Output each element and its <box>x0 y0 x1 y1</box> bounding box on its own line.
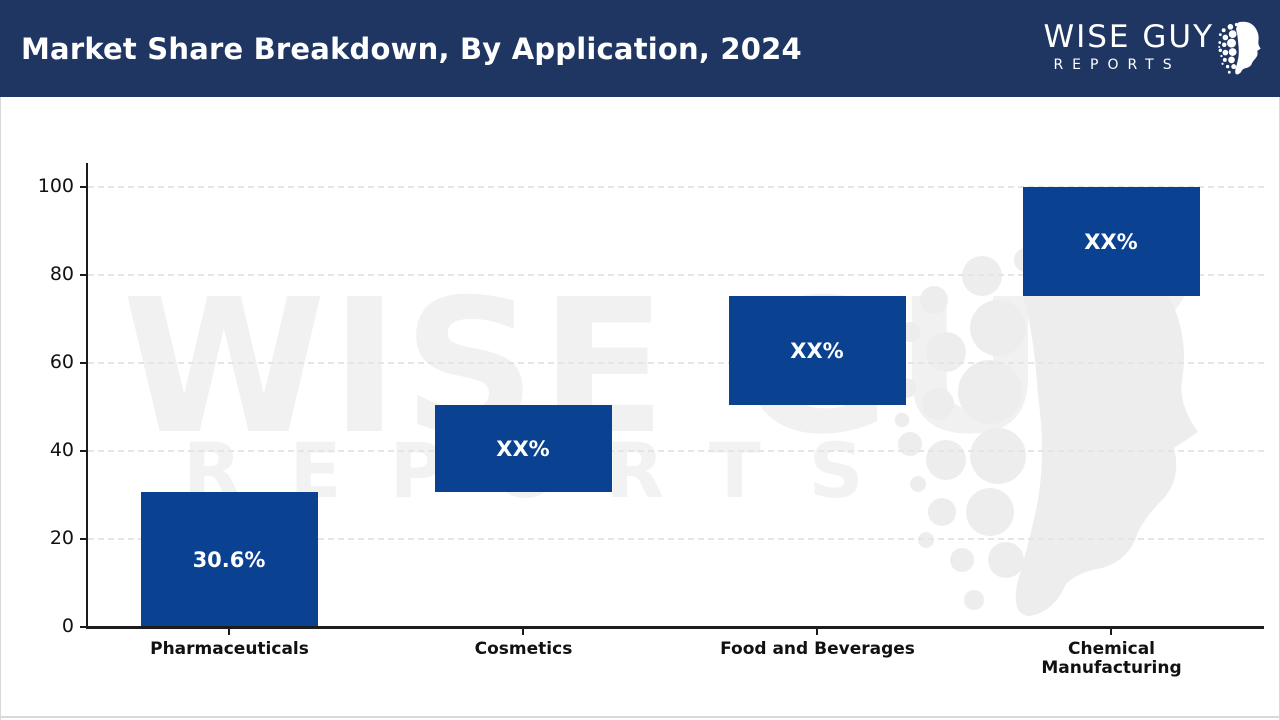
y-tick-label-20: 20 <box>49 527 74 550</box>
logo-line2: REPORTS <box>1053 57 1181 73</box>
y-tick-label-60: 60 <box>49 351 74 374</box>
y-tick-label-80: 80 <box>49 263 74 286</box>
bar-food-and-beverages: XX% <box>728 296 906 406</box>
gridline-40 <box>88 450 1264 453</box>
bottom-border <box>0 716 1280 718</box>
x-category-label-3: Chemical Manufacturing <box>1041 639 1182 678</box>
y-tickmark-80 <box>80 274 88 277</box>
y-tickmark-60 <box>80 362 88 365</box>
bar-pharmaceuticals: 30.6% <box>140 492 318 627</box>
y-tick-label-0: 0 <box>61 615 74 637</box>
x-category-label-2: Food and Beverages <box>720 639 915 659</box>
bar-value-label: 30.6% <box>192 547 266 572</box>
logo-wordmark: WISE GUY REPORTS <box>1043 19 1214 73</box>
header: Market Share Breakdown, By Application, … <box>0 0 1280 97</box>
bar-value-label: XX% <box>1084 229 1138 254</box>
gridline-20 <box>88 538 1264 541</box>
y-tickmark-40 <box>80 450 88 453</box>
y-tickmark-20 <box>80 538 88 541</box>
watermark-line1: WISE GUY <box>122 259 1187 475</box>
x-tickmark-0 <box>228 629 230 635</box>
y-axis-line <box>86 163 88 629</box>
bar-value-label: XX% <box>496 436 550 461</box>
y-tickmark-100 <box>80 186 88 189</box>
bar-value-label: XX% <box>790 338 844 363</box>
bar-cosmetics: XX% <box>434 405 612 493</box>
page-title: Market Share Breakdown, By Application, … <box>21 31 802 66</box>
x-tickmark-1 <box>522 629 524 635</box>
x-axis-line <box>86 626 1264 629</box>
x-category-label-1: Cosmetics <box>474 639 573 659</box>
wiseguy-logo: WISE GUY REPORTS <box>1043 8 1264 86</box>
y-tickmark-0 <box>80 626 88 628</box>
gridline-80 <box>88 274 1264 277</box>
left-border <box>0 97 1 720</box>
x-category-label-0: Pharmaceuticals <box>150 639 309 659</box>
x-tickmark-3 <box>1110 629 1112 635</box>
y-tick-label-100: 100 <box>37 175 74 198</box>
y-tick-label-40: 40 <box>49 439 74 462</box>
logo-line1: WISE GUY <box>1043 19 1214 55</box>
logo-head-icon <box>1218 21 1261 75</box>
gridline-100 <box>88 186 1264 189</box>
gridline-60 <box>88 362 1264 365</box>
x-tickmark-2 <box>816 629 818 635</box>
bar-chemical-manufacturing: XX% <box>1022 187 1200 297</box>
